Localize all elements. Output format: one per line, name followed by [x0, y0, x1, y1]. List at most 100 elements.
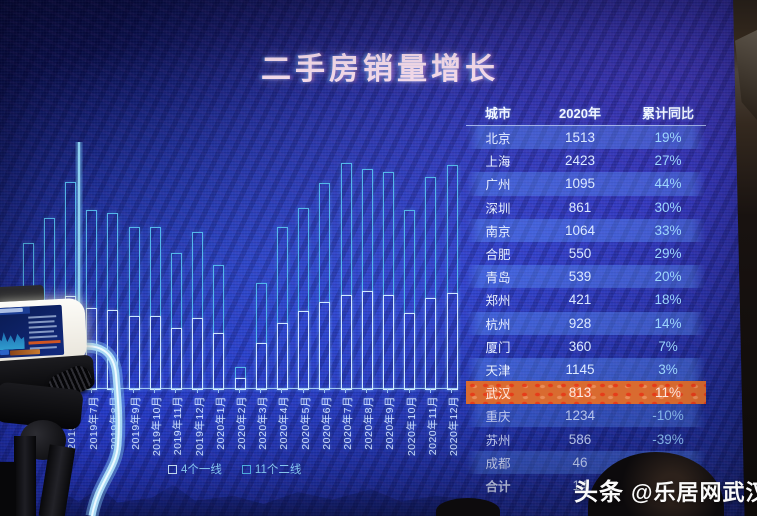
x-axis-label: 2019年5月: [45, 396, 58, 450]
value-2020-cell: 539: [568, 269, 592, 285]
bar-tier1: [446, 293, 458, 390]
city-cell: 青岛: [485, 271, 511, 286]
slide-title: 二手房销量增长: [261, 53, 499, 86]
table-row: 成都 46 -53%: [466, 450, 706, 474]
value-2020-cell: 46: [572, 454, 588, 470]
value-2020-cell: 1145: [565, 361, 595, 377]
axis-tick: [27, 389, 28, 393]
axis-tick: [345, 389, 346, 393]
table-row: 苏州 586 -39%: [466, 427, 706, 450]
bar-tier1: [276, 323, 288, 390]
legend-marker-tier1-icon: [168, 464, 177, 474]
x-axis-label: 2020年4月: [278, 396, 291, 450]
axis-tick: [69, 389, 71, 393]
bar-tier1: [22, 323, 34, 390]
axis-tick: [133, 389, 134, 393]
x-axis-label: 2020年11月: [426, 396, 439, 456]
axis-tick: [217, 389, 219, 393]
x-axis-label: 2020年3月: [257, 396, 270, 450]
table-row: 北京 1513 19%: [466, 126, 706, 150]
table-header-row: 城市 2020年 累计同比: [466, 100, 706, 126]
yoy-pct-cell: 30%: [654, 199, 682, 215]
table-row: 天津 1145 3%: [466, 357, 706, 382]
yoy-pct-cell: -53%: [652, 454, 684, 470]
yoy-pct-cell: 14%: [654, 315, 682, 331]
table-row: 郑州 421 18%: [466, 288, 706, 311]
bar-tier1: [192, 318, 204, 390]
value-2020-cell: 813: [568, 385, 592, 401]
value-2020-cell: 1064: [564, 222, 596, 238]
axis-tick: [451, 389, 452, 393]
axis-tick: [366, 389, 368, 393]
axis-tick: [302, 389, 304, 393]
x-axis-label: 2019年10月: [151, 396, 164, 457]
x-axis-label: 2020年2月: [236, 396, 248, 450]
axis-tick: [281, 389, 283, 393]
yoy-pct-cell: 18%: [654, 292, 682, 308]
bar-tier1: [404, 313, 416, 390]
city-cell: 合计: [485, 479, 511, 494]
yoy-pct-cell: 33%: [654, 222, 682, 238]
x-axis-label: 2019年8月: [108, 396, 121, 450]
legend-label-tier2: 11个二线: [254, 464, 302, 476]
yoy-pct-cell: 27%: [654, 153, 682, 169]
value-2020-cell: 928: [568, 315, 592, 331]
table-body: 北京 1513 19% 上海 2423 27% 广州 1095 44% 深圳 861 30% 南京 106…: [466, 126, 706, 497]
table-header-2020: 2020年: [559, 106, 601, 121]
bar-tier1: [213, 333, 225, 390]
bar-tier1: [361, 291, 373, 390]
city-cell: 天津: [485, 363, 511, 378]
value-2020-cell: 2423: [564, 153, 596, 169]
city-cell: 苏州: [485, 433, 511, 448]
yoy-pct-cell: 44%: [654, 176, 682, 192]
table-row: 重庆 1234 -10%: [466, 404, 706, 428]
axis-tick: [323, 389, 325, 393]
table-row: 广州 1095 44%: [466, 172, 706, 196]
city-cell: 广州: [485, 178, 511, 193]
table-row: 厦门 360 7%: [466, 335, 706, 358]
city-cell: 成都: [485, 456, 511, 471]
axis-tick: [429, 389, 431, 393]
value-2020-cell: 586: [568, 431, 592, 447]
city-cell: 南京: [485, 224, 511, 239]
yoy-pct-cell: -10%: [652, 408, 684, 424]
table-header-yoy: 累计同比: [641, 106, 694, 121]
legend-marker-tier2-icon: [241, 464, 251, 474]
yoy-pct-cell: %: [661, 477, 674, 493]
yoy-pct-cell: -39%: [652, 431, 684, 447]
axis-tick: [111, 389, 113, 393]
city-cell: 武汉: [485, 387, 511, 402]
axis-tick: [387, 389, 389, 393]
table-row: 合计 14%: [466, 474, 706, 497]
bar-tier1: [425, 298, 437, 390]
bar-tier1: [64, 296, 76, 390]
table-row: 青岛 539 20%: [466, 265, 706, 289]
x-axis-label: 2019年12月: [193, 396, 206, 457]
yoy-pct-cell: 19%: [654, 130, 682, 146]
x-axis-line: [16, 388, 458, 389]
bar-tier1: [43, 312, 55, 390]
axis-tick: [90, 389, 92, 393]
bar-tier1: [234, 378, 246, 390]
bar-tier1: [255, 343, 267, 390]
bar-tier1: [382, 295, 394, 390]
value-2020-cell: 360: [568, 338, 592, 354]
x-axis-label: 2020年1月: [214, 396, 227, 450]
legend-item-tier1: 4个一线: [168, 461, 222, 477]
table-row: 南京 1064 33%: [466, 218, 706, 242]
yoy-pct-cell: 7%: [658, 338, 678, 354]
table-row: 杭州 928 14%: [466, 311, 706, 335]
x-axis-label: 2020年12月: [448, 396, 460, 457]
yoy-pct-cell: 20%: [654, 269, 682, 285]
city-cell: 杭州: [485, 317, 511, 332]
x-axis-label: 2020年9月: [384, 396, 397, 450]
axis-tick: [154, 389, 156, 393]
x-axis-label: 2019年6月: [66, 396, 79, 450]
axis-tick: [175, 389, 177, 393]
x-axis-label: 2019年7月: [87, 396, 100, 450]
